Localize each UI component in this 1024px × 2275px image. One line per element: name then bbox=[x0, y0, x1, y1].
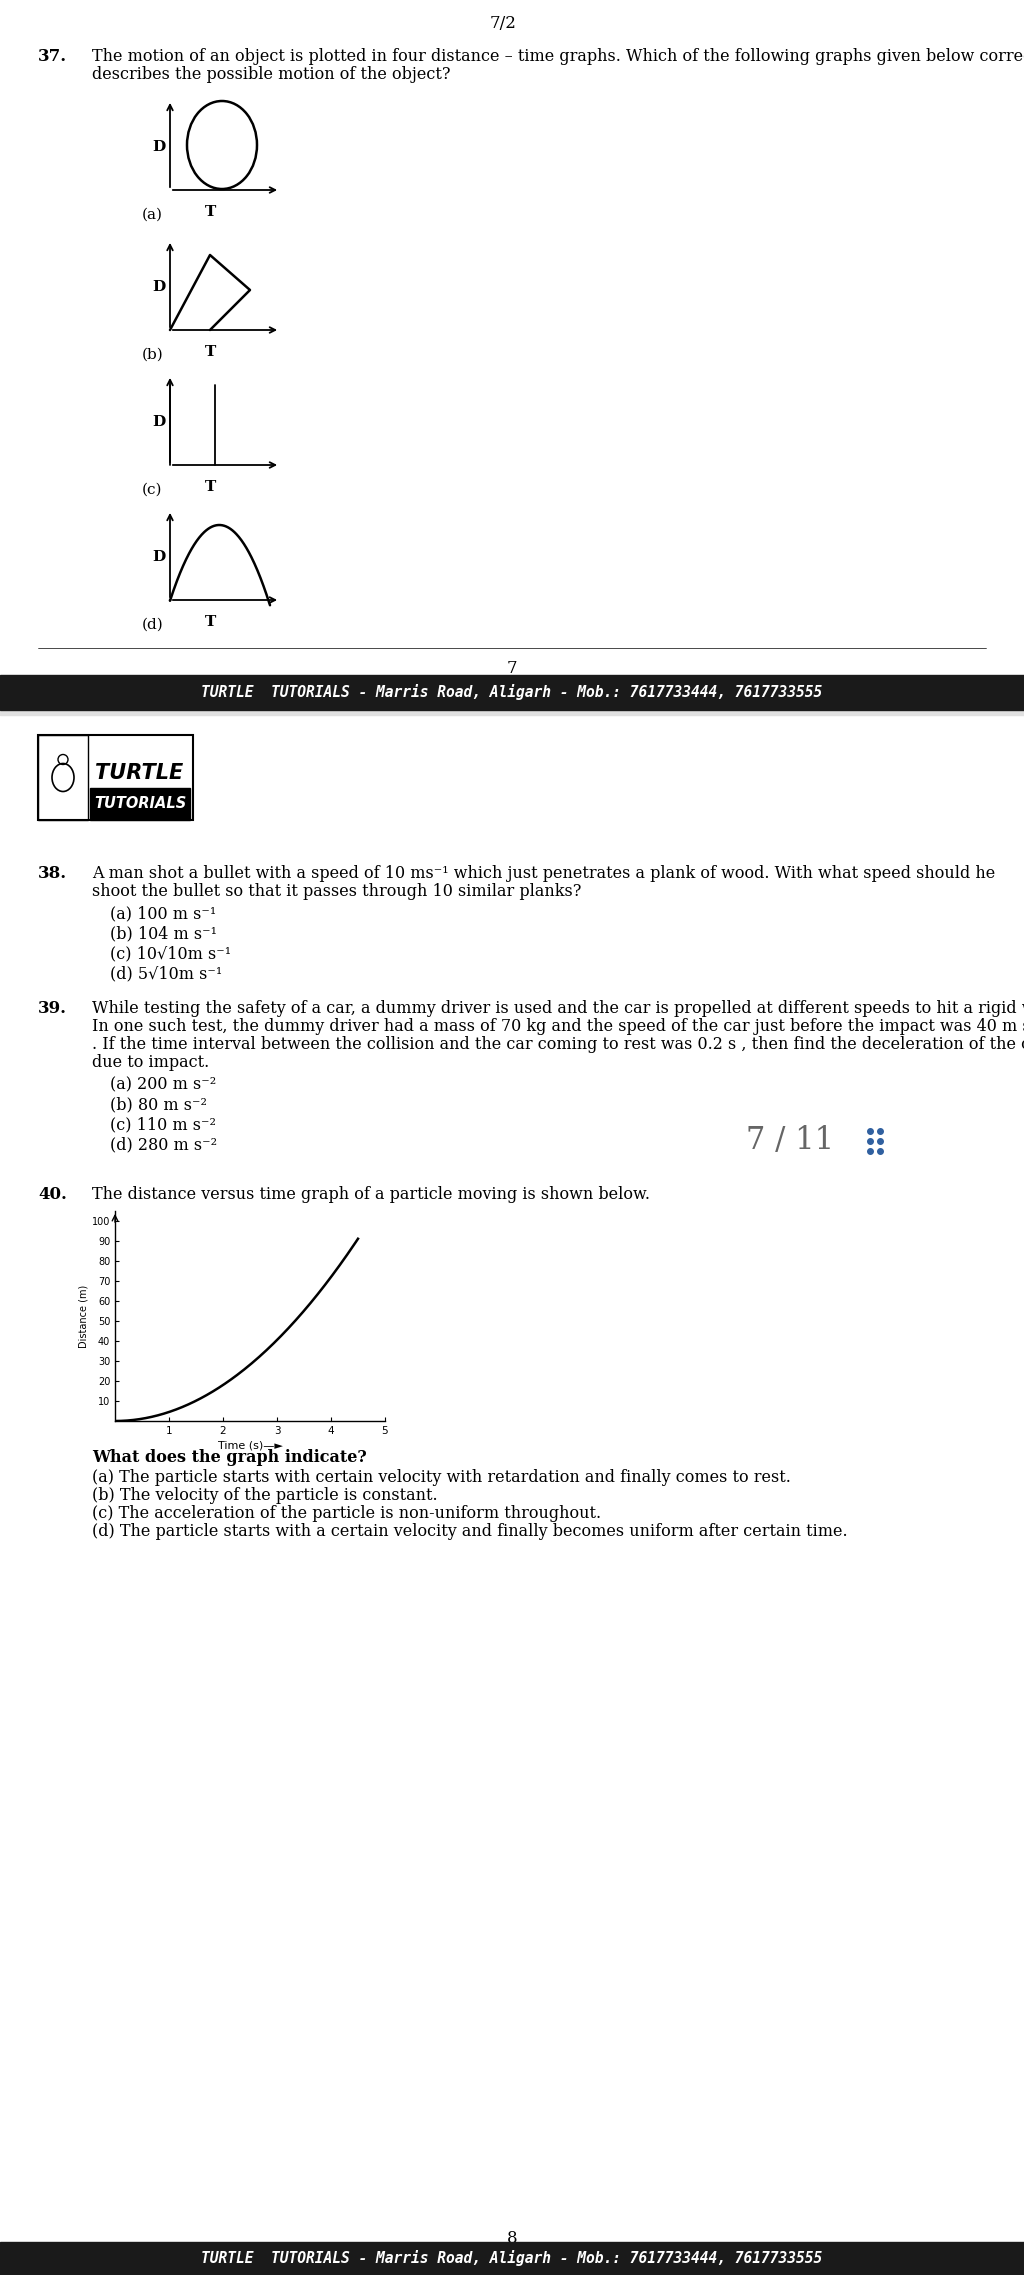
Text: 7 / 11: 7 / 11 bbox=[745, 1126, 835, 1156]
Text: describes the possible motion of the object?: describes the possible motion of the obj… bbox=[92, 66, 451, 82]
Text: (d) 5√10m s⁻¹: (d) 5√10m s⁻¹ bbox=[110, 965, 222, 983]
Text: T: T bbox=[205, 205, 216, 218]
Text: T: T bbox=[205, 346, 216, 359]
Text: 39.: 39. bbox=[38, 1001, 67, 1017]
Text: (a) 200 m s⁻²: (a) 200 m s⁻² bbox=[110, 1076, 216, 1092]
Bar bbox=[0, 705, 1024, 714]
Text: 8: 8 bbox=[507, 2230, 517, 2248]
Text: 7: 7 bbox=[507, 660, 517, 678]
Text: TUTORIALS: TUTORIALS bbox=[94, 796, 186, 812]
X-axis label: Time (s)—►: Time (s)—► bbox=[217, 1440, 283, 1449]
Text: (c): (c) bbox=[142, 482, 163, 496]
Y-axis label: Distance (m): Distance (m) bbox=[79, 1285, 89, 1347]
Text: (a): (a) bbox=[142, 207, 163, 223]
Text: D: D bbox=[152, 414, 165, 430]
Text: (a) 100 m s⁻¹: (a) 100 m s⁻¹ bbox=[110, 905, 216, 921]
Text: (d) The particle starts with a certain velocity and finally becomes uniform afte: (d) The particle starts with a certain v… bbox=[92, 1522, 848, 1540]
Bar bbox=[0, 2241, 1024, 2275]
Text: (b) 104 m s⁻¹: (b) 104 m s⁻¹ bbox=[110, 926, 217, 942]
Text: (c) The acceleration of the particle is non-uniform throughout.: (c) The acceleration of the particle is … bbox=[92, 1506, 601, 1522]
Bar bbox=[38, 735, 193, 819]
Text: 37.: 37. bbox=[38, 48, 68, 66]
Text: (c) 110 m s⁻²: (c) 110 m s⁻² bbox=[110, 1117, 216, 1133]
Text: (d) 280 m s⁻²: (d) 280 m s⁻² bbox=[110, 1135, 217, 1153]
Bar bbox=[0, 676, 1024, 710]
Text: 40.: 40. bbox=[38, 1185, 67, 1203]
Text: The motion of an object is plotted in four distance – time graphs. Which of the : The motion of an object is plotted in fo… bbox=[92, 48, 1024, 66]
Text: 38.: 38. bbox=[38, 864, 68, 883]
Text: (a) The particle starts with certain velocity with retardation and finally comes: (a) The particle starts with certain vel… bbox=[92, 1470, 791, 1486]
Text: D: D bbox=[152, 141, 165, 155]
Text: TURTLE  TUTORIALS - Marris Road, Aligarh - Mob.: 7617733444, 7617733555: TURTLE TUTORIALS - Marris Road, Aligarh … bbox=[202, 685, 822, 701]
Bar bbox=[38, 735, 88, 819]
Bar bbox=[90, 787, 190, 819]
Text: D: D bbox=[152, 280, 165, 293]
Text: (b) The velocity of the particle is constant.: (b) The velocity of the particle is cons… bbox=[92, 1488, 437, 1504]
Text: What does the graph indicate?: What does the graph indicate? bbox=[92, 1449, 367, 1465]
Text: TURTLE  TUTORIALS - Marris Road, Aligarh - Mob.: 7617733444, 7617733555: TURTLE TUTORIALS - Marris Road, Aligarh … bbox=[202, 2250, 822, 2266]
Text: While testing the safety of a car, a dummy driver is used and the car is propell: While testing the safety of a car, a dum… bbox=[92, 1001, 1024, 1017]
Text: D: D bbox=[152, 551, 165, 564]
Text: (b): (b) bbox=[142, 348, 164, 362]
Text: due to impact.: due to impact. bbox=[92, 1053, 209, 1072]
Text: (b) 80 m s⁻²: (b) 80 m s⁻² bbox=[110, 1097, 207, 1112]
Text: A man shot a bullet with a speed of 10 ms⁻¹ which just penetrates a plank of woo: A man shot a bullet with a speed of 10 m… bbox=[92, 864, 995, 883]
Text: (d): (d) bbox=[142, 619, 164, 632]
Text: T: T bbox=[205, 614, 216, 628]
Text: TURTLE: TURTLE bbox=[95, 762, 183, 783]
Text: shoot the bullet so that it passes through 10 similar planks?: shoot the bullet so that it passes throu… bbox=[92, 883, 582, 901]
Text: 7/2: 7/2 bbox=[490, 16, 517, 32]
Text: (c) 10√10m s⁻¹: (c) 10√10m s⁻¹ bbox=[110, 944, 231, 962]
Text: The distance versus time graph of a particle moving is shown below.: The distance versus time graph of a part… bbox=[92, 1185, 650, 1203]
Text: T: T bbox=[205, 480, 216, 494]
Text: . If the time interval between the collision and the car coming to rest was 0.2 : . If the time interval between the colli… bbox=[92, 1035, 1024, 1053]
Text: In one such test, the dummy driver had a mass of 70 kg and the speed of the car : In one such test, the dummy driver had a… bbox=[92, 1017, 1024, 1035]
